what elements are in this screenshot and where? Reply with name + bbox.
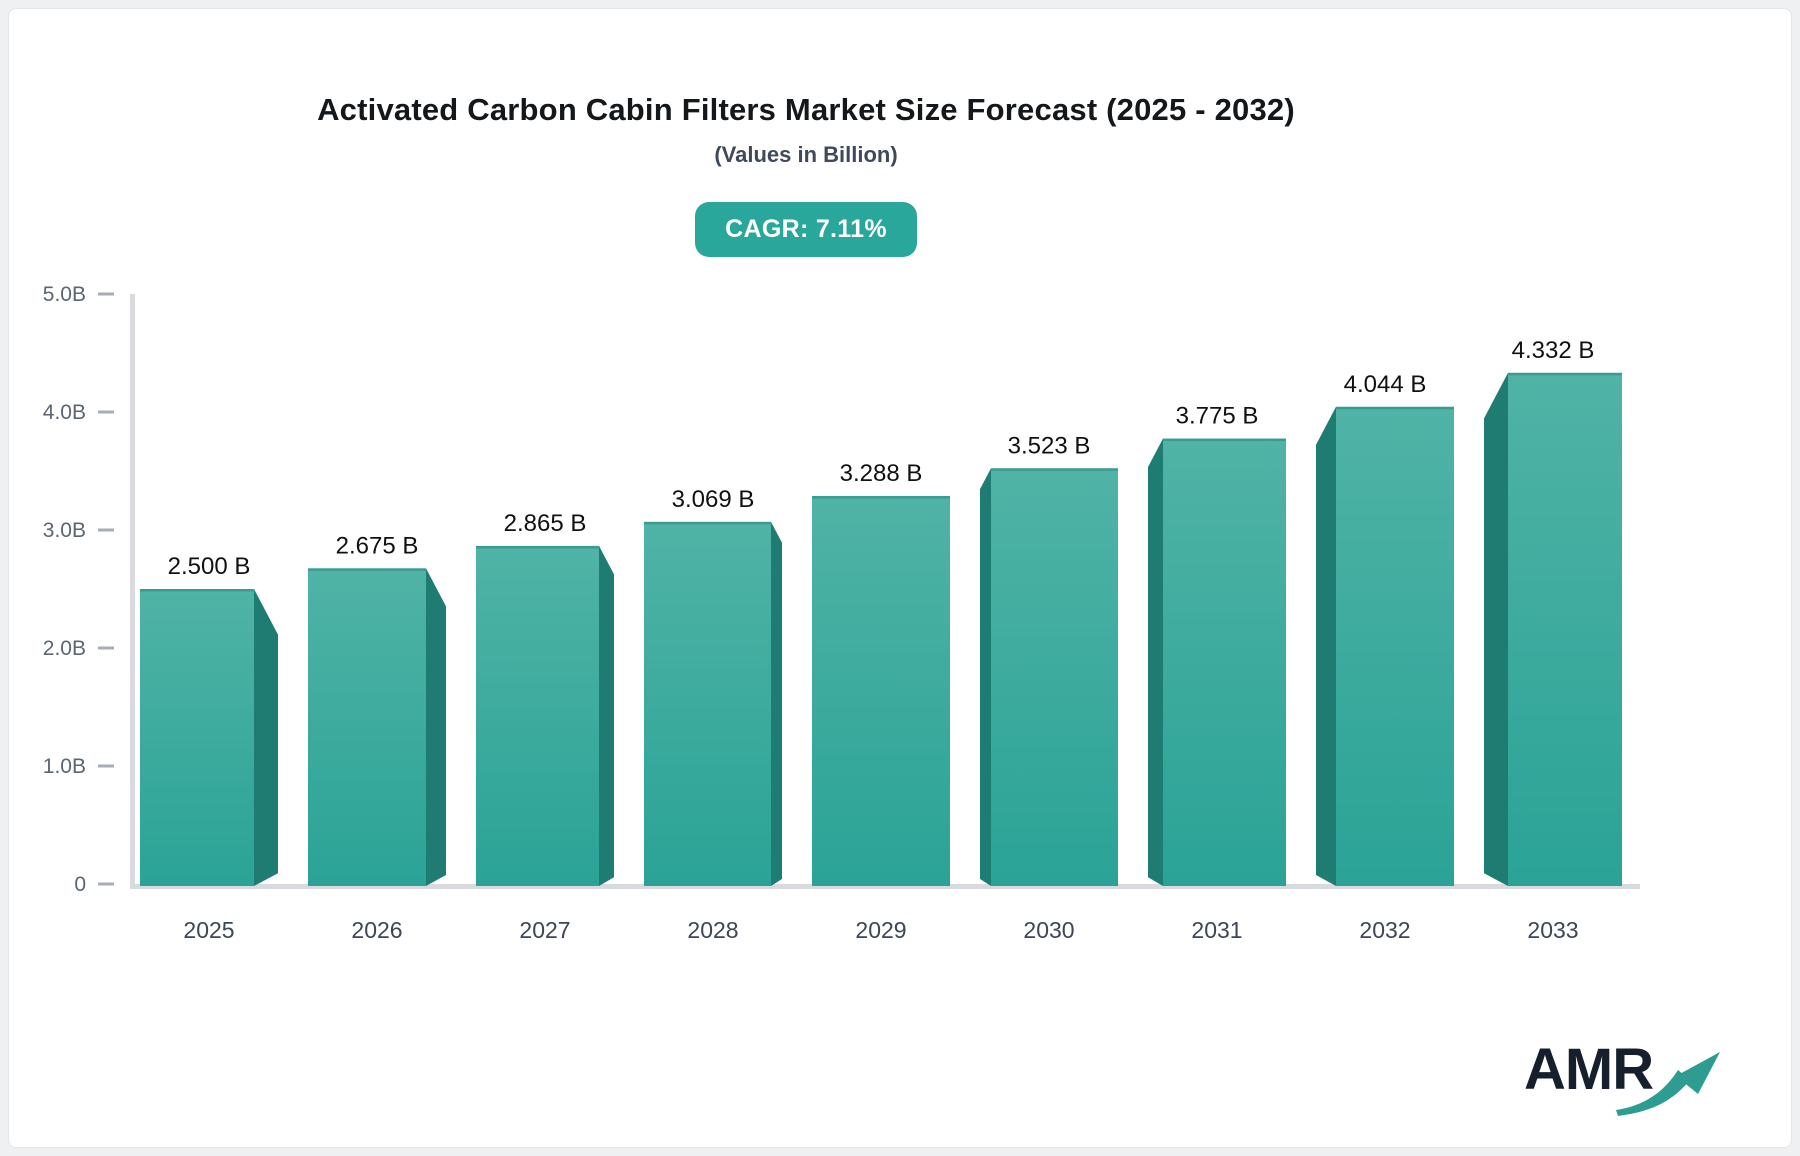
- y-tick-label: 0: [74, 873, 86, 896]
- bar-value-label: 3.069 B: [672, 486, 755, 513]
- bar-value-label: 2.500 B: [168, 553, 251, 580]
- bar-2029: 3.288 B 2029: [812, 460, 950, 943]
- bar-value-label: 4.044 B: [1344, 371, 1427, 398]
- bar-2026: 2.675 B 2026: [308, 532, 446, 943]
- bar-2033: 4.332 B 2033: [1484, 337, 1622, 943]
- bar-top-edge: [140, 589, 254, 592]
- bar-2032: 4.044 B 2032: [1316, 371, 1454, 943]
- bar-top-edge: [812, 496, 950, 499]
- chart-subtitle: (Values in Billion): [714, 142, 898, 167]
- x-axis-label: 2030: [1023, 917, 1074, 943]
- bar-side-face: [599, 545, 614, 886]
- cagr-badge: CAGR: 7.11%: [695, 202, 917, 257]
- bar-value-label: 2.865 B: [504, 510, 587, 537]
- bar-body: [1163, 438, 1286, 886]
- bar-value-label: 3.775 B: [1176, 403, 1259, 430]
- bar-side-face: [254, 589, 278, 886]
- chart-header: Activated Carbon Cabin Filters Market Si…: [0, 92, 1612, 257]
- bar-top-edge: [1163, 438, 1286, 442]
- y-tick-label: 5.0B: [43, 283, 86, 306]
- x-axis-label: 2032: [1359, 917, 1410, 943]
- bar-body: [140, 589, 254, 886]
- y-tick-label: 2.0B: [43, 637, 86, 660]
- x-axis-label: 2027: [519, 917, 570, 943]
- x-axis-label: 2025: [183, 917, 234, 943]
- bar-value-label: 2.675 B: [336, 532, 419, 559]
- bar-body: [476, 545, 599, 886]
- bar-2025: 2.500 B 2025: [140, 553, 278, 943]
- y-tick-label: 4.0B: [43, 401, 86, 424]
- bar-top-edge: [991, 468, 1118, 471]
- bar-value-label: 3.288 B: [840, 460, 923, 487]
- bar-side-face: [771, 521, 782, 886]
- amr-logo: AMR: [1524, 1036, 1724, 1122]
- amr-logo-text: AMR: [1524, 1037, 1654, 1102]
- bar-top-edge: [476, 545, 599, 549]
- bar-2028: 3.069 B 2028: [644, 486, 782, 943]
- x-axis-label: 2029: [855, 917, 906, 943]
- bar-2027: 2.865 B 2027: [476, 510, 614, 943]
- y-tick-label: 1.0B: [43, 755, 86, 778]
- bar-top-edge: [644, 521, 771, 525]
- bar-2030: 3.523 B 2030: [980, 432, 1118, 943]
- bar-body: [1508, 372, 1622, 887]
- bar-body: [991, 468, 1118, 886]
- bar-body: [1336, 406, 1454, 886]
- x-axis-baseline: [130, 884, 1640, 889]
- bar-side-face: [1148, 438, 1163, 886]
- bar-value-label: 3.523 B: [1008, 432, 1091, 459]
- y-tick-label: 3.0B: [43, 519, 86, 542]
- bar-side-face: [1316, 406, 1336, 886]
- bar-side-face: [426, 568, 446, 886]
- bar-top-edge: [308, 568, 426, 571]
- bar-body: [644, 521, 771, 886]
- bar-body: [812, 496, 950, 886]
- bar-side-face: [980, 468, 991, 886]
- chart-title: Activated Carbon Cabin Filters Market Si…: [317, 92, 1295, 127]
- y-axis-line: [130, 294, 135, 884]
- x-axis-label: 2031: [1191, 917, 1242, 943]
- bar-top-edge: [1508, 372, 1622, 376]
- bar-side-face: [1484, 372, 1508, 887]
- bar-body: [308, 568, 426, 886]
- bar-2031: 3.775 B 2031: [1148, 403, 1286, 943]
- x-axis-label: 2033: [1527, 917, 1578, 943]
- x-axis-label: 2026: [351, 917, 402, 943]
- bar-value-label: 4.332 B: [1512, 337, 1595, 364]
- bar-top-edge: [1336, 406, 1454, 410]
- trend-up-arrow-icon: [1616, 1052, 1720, 1116]
- x-axis-label: 2028: [687, 917, 738, 943]
